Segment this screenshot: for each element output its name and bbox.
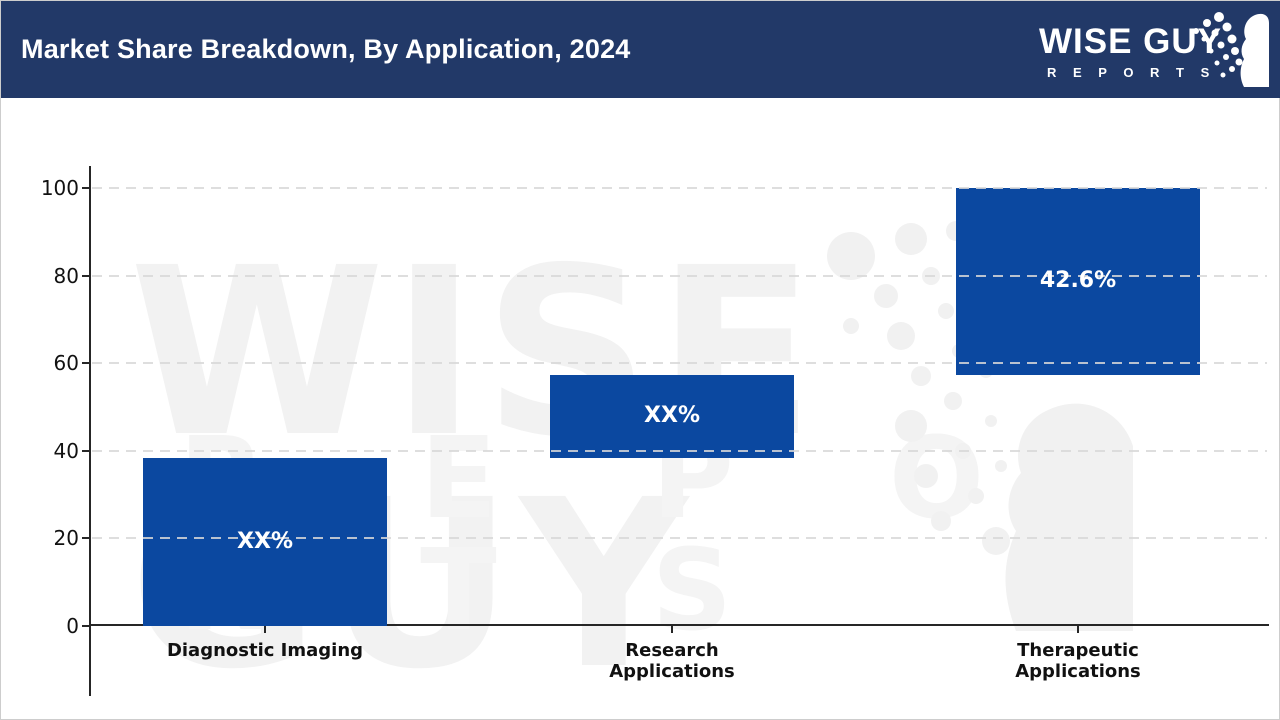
x-axis-line — [89, 624, 1269, 626]
x-tick-therapeutic-applications — [1077, 626, 1079, 633]
gridline-100 — [92, 187, 1267, 189]
header-bar: Market Share Breakdown, By Application, … — [1, 1, 1280, 98]
gridline-40 — [92, 449, 1267, 452]
x-tick-label-diagnostic-imaging: Diagnostic Imaging — [166, 640, 364, 661]
bar-diagnostic-imaging — [143, 457, 387, 626]
logo-dot-face-icon — [1193, 12, 1269, 88]
bar-research-applications — [550, 374, 794, 458]
gridline-20 — [92, 537, 1267, 540]
y-tick-20 — [82, 537, 89, 540]
bar-therapeutic-applications — [956, 188, 1200, 375]
y-tick-label-60: 60 — [53, 351, 79, 376]
y-tick-40 — [82, 449, 89, 452]
y-tick-label-100: 100 — [40, 176, 79, 200]
page-title: Market Share Breakdown, By Application, … — [21, 34, 631, 64]
x-tick-label-research-applications: Research Applications — [609, 640, 735, 682]
y-tick-60 — [82, 362, 89, 365]
y-tick-label-20: 20 — [53, 526, 79, 551]
bar-value-label-research-applications: XX% — [644, 403, 700, 429]
y-tick-label-40: 40 — [53, 438, 79, 463]
logo-text-wiseguy: WISE GUY — [1039, 22, 1222, 61]
y-tick-0 — [82, 625, 89, 627]
gridline-60 — [92, 362, 1267, 365]
y-tick-label-0: 0 — [66, 614, 79, 638]
x-tick-diagnostic-imaging — [264, 626, 266, 633]
y-tick-80 — [82, 274, 89, 277]
bar-value-label-diagnostic-imaging: XX% — [237, 528, 293, 554]
x-tick-label-therapeutic-applications: Therapeutic Applications — [1015, 640, 1141, 682]
y-tick-label-80: 80 — [53, 263, 79, 288]
y-axis-line — [89, 166, 91, 696]
bar-value-label-therapeutic-applications: 42.6% — [1039, 268, 1117, 294]
y-tick-100 — [82, 187, 89, 189]
logo-text-reports: R E P O R T S — [1047, 65, 1216, 80]
x-tick-research-applications — [671, 626, 673, 633]
gridline-80 — [92, 274, 1267, 277]
wise-guy-reports-logo: WISE GUY R E P O R T S — [1039, 12, 1269, 88]
chart-plot-area: 0 20 40 60 80 100 XX% XX% 42.6% Diagnostic Imagin… — [1, 98, 1280, 720]
watermark-dot-face-icon — [827, 221, 1133, 631]
